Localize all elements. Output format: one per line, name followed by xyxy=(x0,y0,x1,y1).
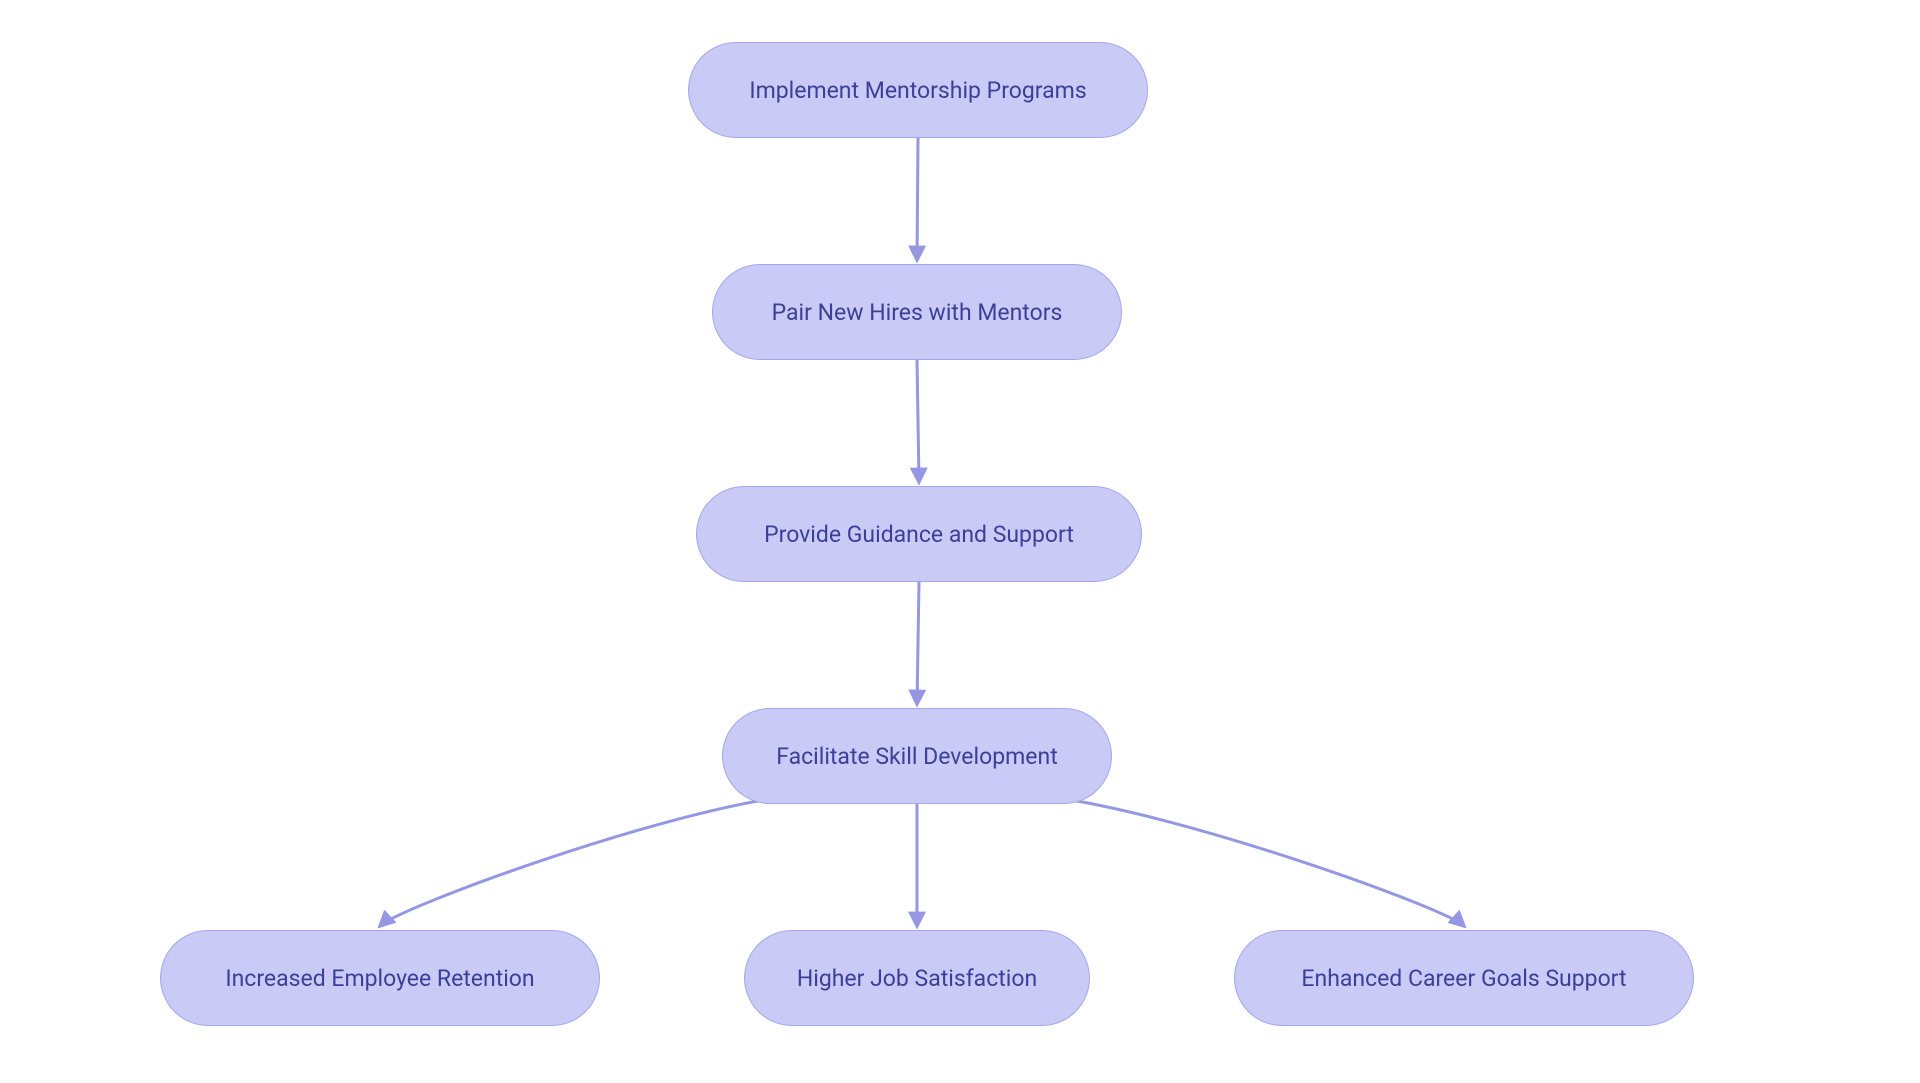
flowchart-canvas: Implement Mentorship Programs Pair New Hi… xyxy=(0,0,1920,1083)
flowchart-node-n1: Implement Mentorship Programs xyxy=(688,42,1148,138)
flowchart-edge xyxy=(917,582,919,704)
flowchart-edge xyxy=(380,796,792,926)
flowchart-node-label: Enhanced Career Goals Support xyxy=(1301,965,1626,992)
flowchart-node-n5: Increased Employee Retention xyxy=(160,930,600,1026)
flowchart-node-n7: Enhanced Career Goals Support xyxy=(1234,930,1694,1026)
flowchart-node-label: Facilitate Skill Development xyxy=(776,743,1057,770)
flowchart-edge xyxy=(917,360,919,482)
flowchart-node-label: Pair New Hires with Mentors xyxy=(772,299,1063,326)
flowchart-node-label: Implement Mentorship Programs xyxy=(749,77,1086,104)
flowchart-node-n3: Provide Guidance and Support xyxy=(696,486,1142,582)
flowchart-node-n2: Pair New Hires with Mentors xyxy=(712,264,1122,360)
flowchart-edge xyxy=(1042,796,1464,926)
flowchart-edge xyxy=(917,138,918,260)
flowchart-node-label: Higher Job Satisfaction xyxy=(797,965,1037,992)
flowchart-node-label: Increased Employee Retention xyxy=(225,965,534,992)
flowchart-node-n4: Facilitate Skill Development xyxy=(722,708,1112,804)
flowchart-node-n6: Higher Job Satisfaction xyxy=(744,930,1090,1026)
flowchart-node-label: Provide Guidance and Support xyxy=(764,521,1074,548)
